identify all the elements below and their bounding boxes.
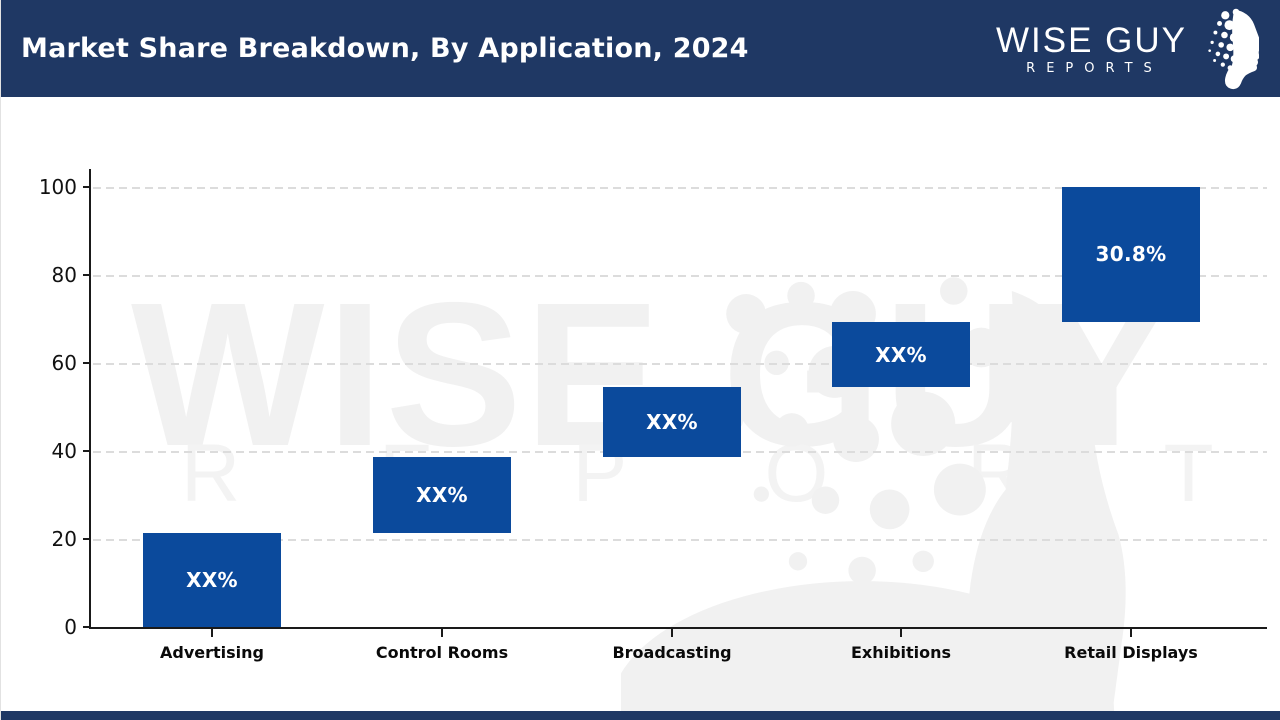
bar-retail-displays: 30.8% <box>1062 186 1200 323</box>
x-tick-mark <box>1130 629 1132 637</box>
category-label-advertising: Advertising <box>160 643 264 662</box>
watermark-head-icon <box>621 277 1126 711</box>
x-tick-mark <box>671 629 673 637</box>
y-tick-label: 40 <box>51 438 77 463</box>
bar-control-rooms: XX% <box>373 457 511 534</box>
bar-broadcasting: XX% <box>603 387 741 458</box>
y-tick-mark <box>83 273 91 276</box>
bar-advertising: XX% <box>143 533 281 627</box>
bar-value-label: XX% <box>646 410 698 435</box>
wiseguy-logo: WISE GUY REPORTS <box>996 7 1259 91</box>
x-tick-mark <box>900 629 902 637</box>
category-label-exhibitions: Exhibitions <box>850 643 952 662</box>
bar-value-label: XX% <box>875 342 927 367</box>
wiseguy-head-icon <box>1208 8 1259 89</box>
y-axis-spine <box>89 168 91 629</box>
page-title: Market Share Breakdown, By Application, … <box>21 33 749 64</box>
category-label-control-rooms: Control Rooms <box>375 643 509 662</box>
chart-area: WISE GUY R E P O R T S 020406080100XX%Ad… <box>1 97 1280 711</box>
x-axis-spine <box>89 627 1267 629</box>
header-bar: Market Share Breakdown, By Application, … <box>1 0 1280 97</box>
y-tick-mark <box>83 626 91 628</box>
logo-wordmark: WISE GUY <box>995 20 1187 60</box>
gridline-y100 <box>93 186 1267 189</box>
gridline-y60 <box>93 362 1267 365</box>
bar-exhibitions: XX% <box>832 322 970 388</box>
y-tick-mark <box>83 537 91 540</box>
gridline-y20 <box>93 538 1267 541</box>
category-label-broadcasting: Broadcasting <box>612 643 732 662</box>
y-tick-label: 100 <box>38 174 77 199</box>
category-label-retail-displays: Retail Displays <box>1064 643 1198 662</box>
y-tick-mark <box>83 185 91 188</box>
bar-value-label: XX% <box>186 568 238 593</box>
y-tick-mark <box>83 449 91 452</box>
y-tick-label: 20 <box>51 526 77 551</box>
y-tick-label: 0 <box>64 615 77 639</box>
y-tick-label: 60 <box>51 350 77 375</box>
bar-value-label: XX% <box>416 483 468 508</box>
x-tick-mark <box>441 629 443 637</box>
y-tick-label: 80 <box>51 262 77 287</box>
gridline-y80 <box>93 274 1267 277</box>
y-tick-mark <box>83 361 91 364</box>
bar-value-label: 30.8% <box>1095 242 1167 267</box>
x-tick-mark <box>211 629 213 637</box>
wiseguy-logo-text: WISE GUY REPORTS <box>996 23 1187 75</box>
logo-subtext: REPORTS <box>1026 60 1163 76</box>
footer-bar <box>1 711 1280 720</box>
